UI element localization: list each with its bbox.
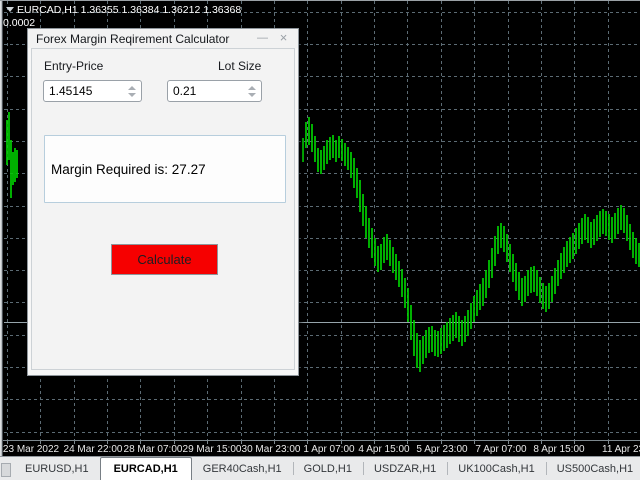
time-axis-label: 4 Apr 15:00 [358, 444, 410, 455]
chart-title: EURCAD,H1 1.36355 1.36384 1.36212 1.3636… [17, 4, 242, 16]
entry-price-input[interactable] [44, 81, 128, 101]
lot-size-input[interactable] [168, 81, 248, 101]
window-frame-left [0, 0, 3, 456]
spinner-up-icon[interactable] [248, 85, 256, 90]
time-axis-label: 24 Mar 22:00 [64, 444, 123, 455]
lot-size-spinner [247, 81, 257, 101]
tab-uk100cash-h1[interactable]: UK100Cash,H1 [447, 457, 545, 480]
chart-area[interactable]: 23 Mar 2022 24 Mar 22:00 28 Mar 07:00 29 Ma… [0, 0, 640, 456]
calculate-button[interactable]: Calculate [111, 244, 218, 275]
tab-eurusd-h1[interactable]: EURUSD,H1 [25, 462, 89, 475]
chart-tabs: EURUSD,H1 EURCAD,H1 GER40Cash,H1 GOLD,H1 USD… [14, 457, 640, 480]
time-axis-label: 8 Apr 15:00 [533, 444, 585, 455]
chart-tabs-bar: EURUSD,H1 EURCAD,H1 GER40Cash,H1 GOLD,H1 USD… [0, 456, 640, 480]
tab-ger40cash-h1[interactable]: GER40Cash,H1 [202, 462, 282, 475]
spinner-down-icon[interactable] [128, 92, 136, 97]
tabbar-scroll-button[interactable] [1, 463, 11, 477]
price-bars [6, 112, 640, 372]
tab-usdzar-h1[interactable]: USDZAR,H1 [362, 457, 447, 480]
entry-price-spinner [127, 81, 137, 101]
dialog-title: Forex Margin Reqirement Calculator [36, 32, 230, 46]
dialog-body: Entry-Price Lot Size [31, 48, 295, 370]
spinner-down-icon[interactable] [248, 92, 256, 97]
close-icon[interactable]: × [279, 30, 288, 45]
time-axis-label: 29 Mar 15:00 [183, 444, 242, 455]
entry-price-field [43, 80, 142, 102]
time-axis-label: 23 Mar 2022 [3, 444, 60, 455]
tab-gold-h1[interactable]: GOLD,H1 [292, 457, 363, 480]
result-text: Margin Required is: 27.27 [51, 161, 206, 177]
window-frame-top [0, 0, 640, 1]
spinner-up-icon[interactable] [128, 85, 136, 90]
chart-title-dropdown-icon [6, 7, 14, 12]
time-axis-label: 11 Apr 23:00 [602, 444, 640, 455]
time-axis-label: 1 Apr 07:00 [303, 444, 355, 455]
time-axis-label: 30 Mar 23:00 [242, 444, 301, 455]
entry-price-label: Entry-Price [44, 59, 104, 73]
tab-eurcad-h1[interactable]: EURCAD,H1 [99, 457, 192, 480]
lot-size-label: Lot Size [218, 59, 262, 73]
margin-calculator-dialog: Forex Margin Reqirement Calculator — × E… [27, 28, 299, 376]
time-axis: 23 Mar 2022 24 Mar 22:00 28 Mar 07:00 29 Ma… [0, 440, 640, 455]
lot-size-field [167, 80, 262, 102]
tab-us500cash-h1[interactable]: US500Cash,H1 [545, 457, 640, 480]
time-axis-label: 5 Apr 23:00 [416, 444, 468, 455]
minimize-icon[interactable]: — [257, 32, 268, 44]
dialog-titlebar[interactable]: Forex Margin Reqirement Calculator — × [28, 29, 298, 48]
time-axis-label: 28 Mar 07:00 [124, 444, 183, 455]
result-box: Margin Required is: 27.27 [44, 135, 286, 203]
indicator-value: 0.0002 [3, 17, 36, 29]
time-axis-label: 7 Apr 07:00 [475, 444, 527, 455]
